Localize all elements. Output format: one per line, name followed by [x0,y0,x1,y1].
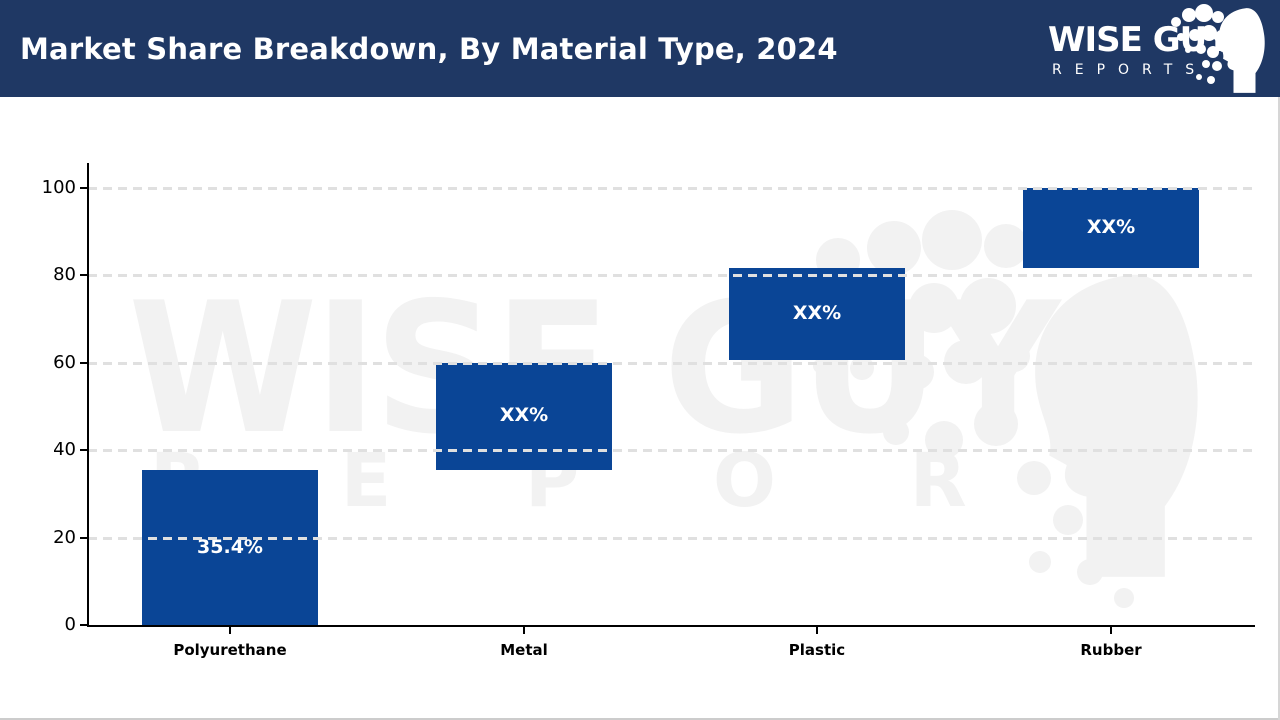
logo-wordmark: WISE GUY [1048,20,1231,60]
dot [1189,29,1201,41]
dot [1207,76,1215,84]
dot [1114,588,1134,608]
y-tick-label: 80 [53,264,76,285]
dot [925,421,963,459]
y-gridline [88,536,1253,540]
dot [922,210,982,270]
bar-value-label: XX% [499,404,549,427]
x-axis-line [87,625,1255,627]
x-tick-mark [1110,627,1112,634]
dot [984,224,1028,268]
x-category-label: Metal [500,641,548,659]
x-tick-mark [816,627,818,634]
y-tick-mark [80,186,87,189]
dot [974,402,1018,446]
bar-metal [436,362,612,471]
bar-value-label: 35.4% [197,535,263,558]
page-right-border [1278,97,1280,720]
dot [1053,505,1083,535]
dot [1212,61,1222,71]
dot [1182,8,1196,22]
y-gridline [88,186,1253,190]
x-category-label: Rubber [1080,641,1142,659]
dot [1202,60,1210,68]
page-title: Market Share Breakdown, By Material Type… [20,31,838,66]
y-tick-label: 60 [53,351,76,373]
watermark-head-icon [1035,274,1198,577]
y-tick-label: 100 [41,176,76,198]
dot [1212,11,1224,23]
wise-guy-logo: WISE GUY REPORTS [1008,4,1270,94]
y-axis-line [87,163,89,625]
logo-subtitle: REPORTS [1052,62,1208,78]
x-tick-mark [523,627,525,634]
y-tick-mark [80,361,87,364]
dot [838,408,854,424]
logo-head-icon [1219,8,1265,93]
dot [960,278,1016,334]
y-gridline [88,449,1253,452]
y-tick-label: 0 [64,614,76,635]
dot [1201,25,1217,41]
dot [883,419,909,445]
bar-polyurethane [142,470,318,625]
dot [1195,4,1213,22]
dot [909,283,959,333]
bar-plastic [729,268,905,361]
dot [998,340,1030,372]
dot [1177,33,1185,41]
dot [1171,17,1181,27]
y-tick-label: 20 [53,526,76,548]
dot [1029,551,1051,573]
x-category-label: Polyurethane [173,641,287,659]
bar-value-label: XX% [792,302,842,325]
x-tick-mark [229,627,231,634]
y-tick-mark [80,536,87,539]
y-tick-mark [80,274,87,276]
dot [1196,44,1206,54]
y-gridline [88,361,1253,365]
x-category-label: Plastic [788,641,846,659]
header-bar: Market Share Breakdown, By Material Type… [0,0,1280,97]
y-tick-mark [80,624,87,626]
dot [867,221,921,275]
bar-value-label: XX% [1086,215,1136,238]
logo-text: WISE GUY REPORTS [1048,20,1231,78]
bar-rubber [1023,187,1199,269]
y-tick-label: 40 [53,439,76,460]
page-bottom-border [0,718,1280,720]
dot [1207,46,1219,58]
y-gridline [88,274,1253,277]
dot [1196,74,1202,80]
dot [1017,461,1051,495]
y-tick-mark [80,449,87,451]
dot [1185,47,1191,53]
